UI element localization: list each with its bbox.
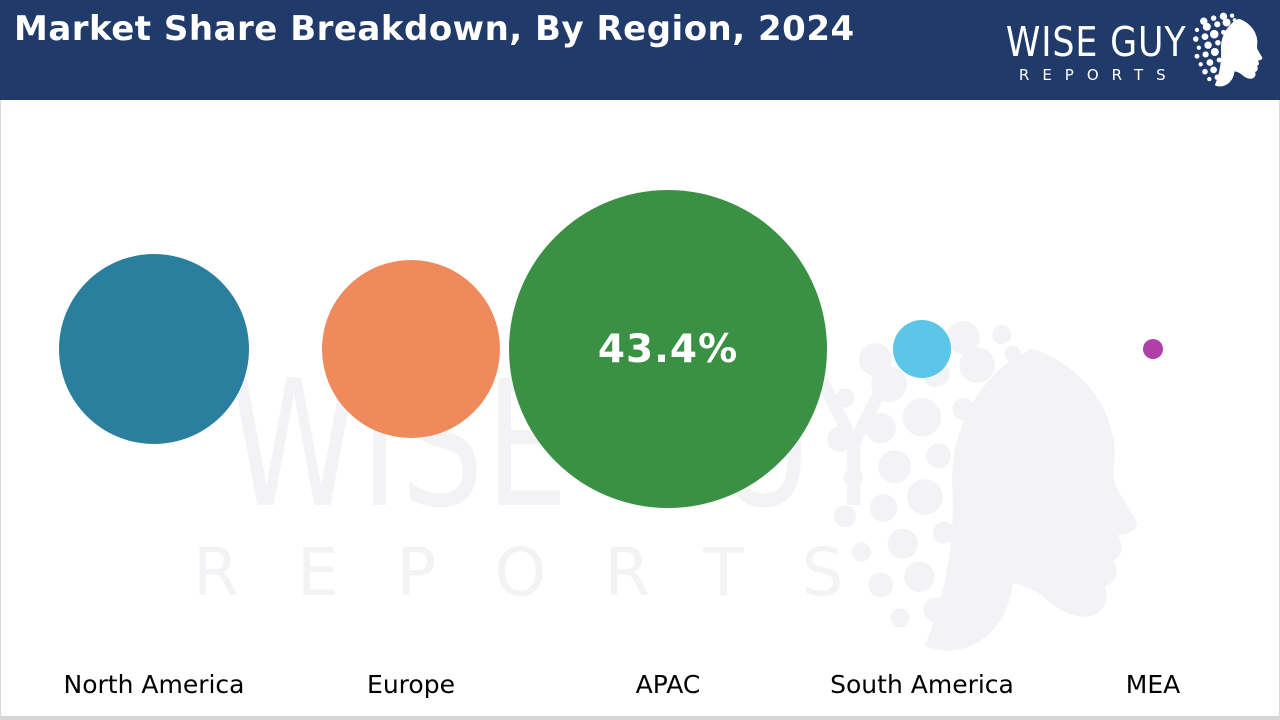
bubble-north-america xyxy=(59,254,249,444)
category-label-europe: Europe xyxy=(367,670,455,699)
category-label-mea: MEA xyxy=(1125,670,1181,699)
page-title: Market Share Breakdown, By Region, 2024 xyxy=(14,9,855,49)
category-label-north-america: North America xyxy=(63,670,245,699)
brand-logo: WISE GUY REPORTS xyxy=(990,12,1266,92)
bubble-apac: 43.4% xyxy=(509,190,827,508)
watermark-tagline: REPORTS xyxy=(193,534,902,611)
bubble-europe xyxy=(322,260,500,438)
chart-area: WISE GUY REPORTS North America Europe 43… xyxy=(0,100,1280,720)
bottom-divider xyxy=(1,716,1279,720)
bubble-south-america xyxy=(893,320,951,378)
bubble-mea xyxy=(1143,339,1163,359)
brand-wordmark: WISE GUY REPORTS xyxy=(990,22,1202,83)
category-label-south-america: South America xyxy=(830,670,1014,699)
watermark-face-icon xyxy=(823,318,1153,676)
header: Market Share Breakdown, By Region, 2024 … xyxy=(0,0,1280,100)
brand-face-icon xyxy=(1192,12,1266,92)
brand-tagline: REPORTS xyxy=(1018,66,1179,84)
bubble-value-label: 43.4% xyxy=(597,326,739,372)
brand-name: WISE GUY xyxy=(1005,18,1187,66)
category-label-apac: APAC xyxy=(635,670,701,699)
